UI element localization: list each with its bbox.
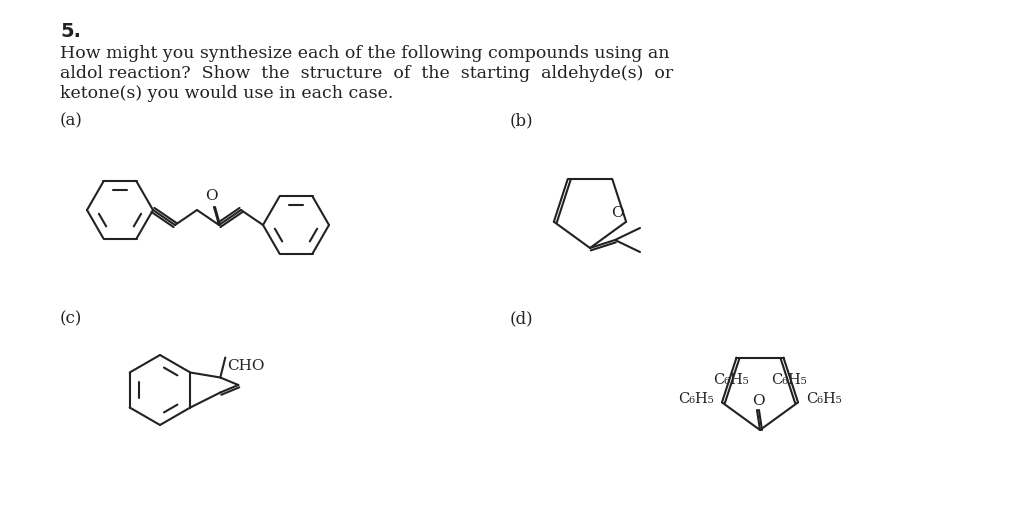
Text: (b): (b) xyxy=(510,112,534,129)
Text: (c): (c) xyxy=(60,310,82,327)
Text: (d): (d) xyxy=(510,310,534,327)
Text: C₆H₅: C₆H₅ xyxy=(714,373,750,387)
Text: How might you synthesize each of the following compounds using an: How might you synthesize each of the fol… xyxy=(60,45,670,62)
Text: CHO: CHO xyxy=(227,360,265,374)
Text: O: O xyxy=(752,394,764,408)
Text: C₆H₅: C₆H₅ xyxy=(771,373,806,387)
Text: C₆H₅: C₆H₅ xyxy=(806,392,842,406)
Text: ketone(s) you would use in each case.: ketone(s) you would use in each case. xyxy=(60,85,393,102)
Text: 5.: 5. xyxy=(60,22,81,41)
Text: C₆H₅: C₆H₅ xyxy=(678,392,714,406)
Text: O: O xyxy=(205,189,217,203)
Text: O: O xyxy=(610,206,624,220)
Text: (a): (a) xyxy=(60,112,83,129)
Text: aldol reaction?  Show  the  structure  of  the  starting  aldehyde(s)  or: aldol reaction? Show the structure of th… xyxy=(60,65,673,82)
